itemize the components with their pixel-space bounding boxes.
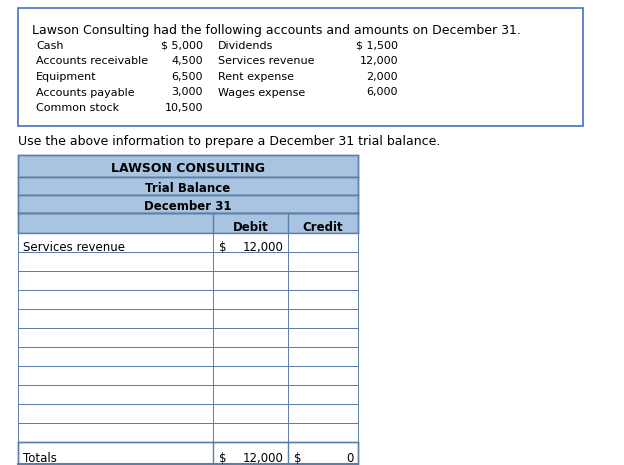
Text: $: $ bbox=[219, 452, 227, 465]
Text: $ 5,000: $ 5,000 bbox=[161, 41, 203, 51]
Bar bbox=[18, 213, 358, 233]
Text: December 31: December 31 bbox=[144, 200, 232, 213]
Bar bbox=[18, 347, 358, 366]
Text: 0: 0 bbox=[346, 452, 354, 465]
Bar bbox=[18, 177, 358, 195]
Text: Dividends: Dividends bbox=[218, 41, 273, 51]
Text: 12,000: 12,000 bbox=[359, 57, 398, 66]
Text: Services revenue: Services revenue bbox=[218, 57, 314, 66]
Text: Trial Balance: Trial Balance bbox=[145, 182, 231, 195]
Text: 10,500: 10,500 bbox=[165, 103, 203, 113]
Text: 6,000: 6,000 bbox=[366, 87, 398, 98]
Bar bbox=[18, 290, 358, 309]
Bar bbox=[18, 328, 358, 347]
Bar bbox=[18, 8, 583, 126]
Bar bbox=[18, 195, 358, 213]
Text: Common stock: Common stock bbox=[36, 103, 119, 113]
Text: Services revenue: Services revenue bbox=[23, 241, 125, 254]
Bar bbox=[18, 233, 358, 252]
Bar bbox=[18, 442, 358, 464]
Text: Accounts payable: Accounts payable bbox=[36, 87, 135, 98]
Text: 12,000: 12,000 bbox=[243, 241, 284, 254]
Text: Credit: Credit bbox=[303, 221, 343, 234]
Bar bbox=[18, 252, 358, 271]
Bar bbox=[18, 385, 358, 404]
Text: Equipment: Equipment bbox=[36, 72, 97, 82]
Bar bbox=[18, 404, 358, 423]
Bar bbox=[18, 155, 358, 177]
Text: Cash: Cash bbox=[36, 41, 64, 51]
Text: Wages expense: Wages expense bbox=[218, 87, 305, 98]
Bar bbox=[18, 366, 358, 385]
Text: 6,500: 6,500 bbox=[172, 72, 203, 82]
Text: $ 1,500: $ 1,500 bbox=[356, 41, 398, 51]
Text: 12,000: 12,000 bbox=[243, 452, 284, 465]
Bar bbox=[18, 309, 358, 328]
Text: 4,500: 4,500 bbox=[172, 57, 203, 66]
Text: 2,000: 2,000 bbox=[366, 72, 398, 82]
Text: Debit: Debit bbox=[233, 221, 268, 234]
Text: $: $ bbox=[219, 241, 227, 254]
Text: Totals: Totals bbox=[23, 452, 57, 465]
Text: $: $ bbox=[294, 452, 301, 465]
Bar bbox=[18, 423, 358, 442]
Text: Lawson Consulting had the following accounts and amounts on December 31.: Lawson Consulting had the following acco… bbox=[32, 24, 521, 37]
Text: 3,000: 3,000 bbox=[172, 87, 203, 98]
Text: LAWSON CONSULTING: LAWSON CONSULTING bbox=[111, 162, 265, 175]
Text: Use the above information to prepare a December 31 trial balance.: Use the above information to prepare a D… bbox=[18, 135, 441, 148]
Bar bbox=[18, 271, 358, 290]
Text: Accounts receivable: Accounts receivable bbox=[36, 57, 148, 66]
Text: Rent expense: Rent expense bbox=[218, 72, 294, 82]
